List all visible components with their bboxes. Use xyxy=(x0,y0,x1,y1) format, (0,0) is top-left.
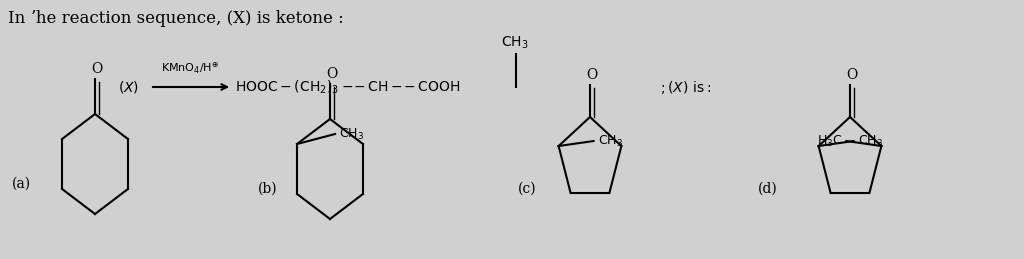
Text: O: O xyxy=(587,68,598,82)
Text: (a): (a) xyxy=(12,177,31,191)
Text: (b): (b) xyxy=(258,182,278,196)
Text: $\mathrm{CH_3}$: $\mathrm{CH_3}$ xyxy=(858,133,883,149)
Text: (c): (c) xyxy=(518,182,537,196)
Text: $(X)$: $(X)$ xyxy=(118,79,139,95)
Text: O: O xyxy=(91,62,102,76)
Text: (d): (d) xyxy=(758,182,778,196)
Text: $; (X)\ \mathrm{is}:$: $; (X)\ \mathrm{is}:$ xyxy=(660,78,711,96)
Text: $\mathrm{CH_3}$: $\mathrm{CH_3}$ xyxy=(501,35,528,51)
Text: $\mathrm{HOOC-(CH_2)_3-\!\!-CH-\!\!-COOH}$: $\mathrm{HOOC-(CH_2)_3-\!\!-CH-\!\!-COOH… xyxy=(234,78,460,96)
Text: O: O xyxy=(847,68,858,82)
Text: $\mathrm{CH_3}$: $\mathrm{CH_3}$ xyxy=(339,126,365,142)
Text: $\mathrm{H_3C}$: $\mathrm{H_3C}$ xyxy=(817,133,843,149)
Text: O: O xyxy=(327,67,338,81)
Text: In ʼhe reaction sequence, (X) is ketone :: In ʼhe reaction sequence, (X) is ketone … xyxy=(8,10,344,27)
Text: $\mathrm{KMnO_4/H^{\oplus}}$: $\mathrm{KMnO_4/H^{\oplus}}$ xyxy=(161,61,219,76)
Text: $\mathrm{CH_3}$: $\mathrm{CH_3}$ xyxy=(598,133,623,149)
